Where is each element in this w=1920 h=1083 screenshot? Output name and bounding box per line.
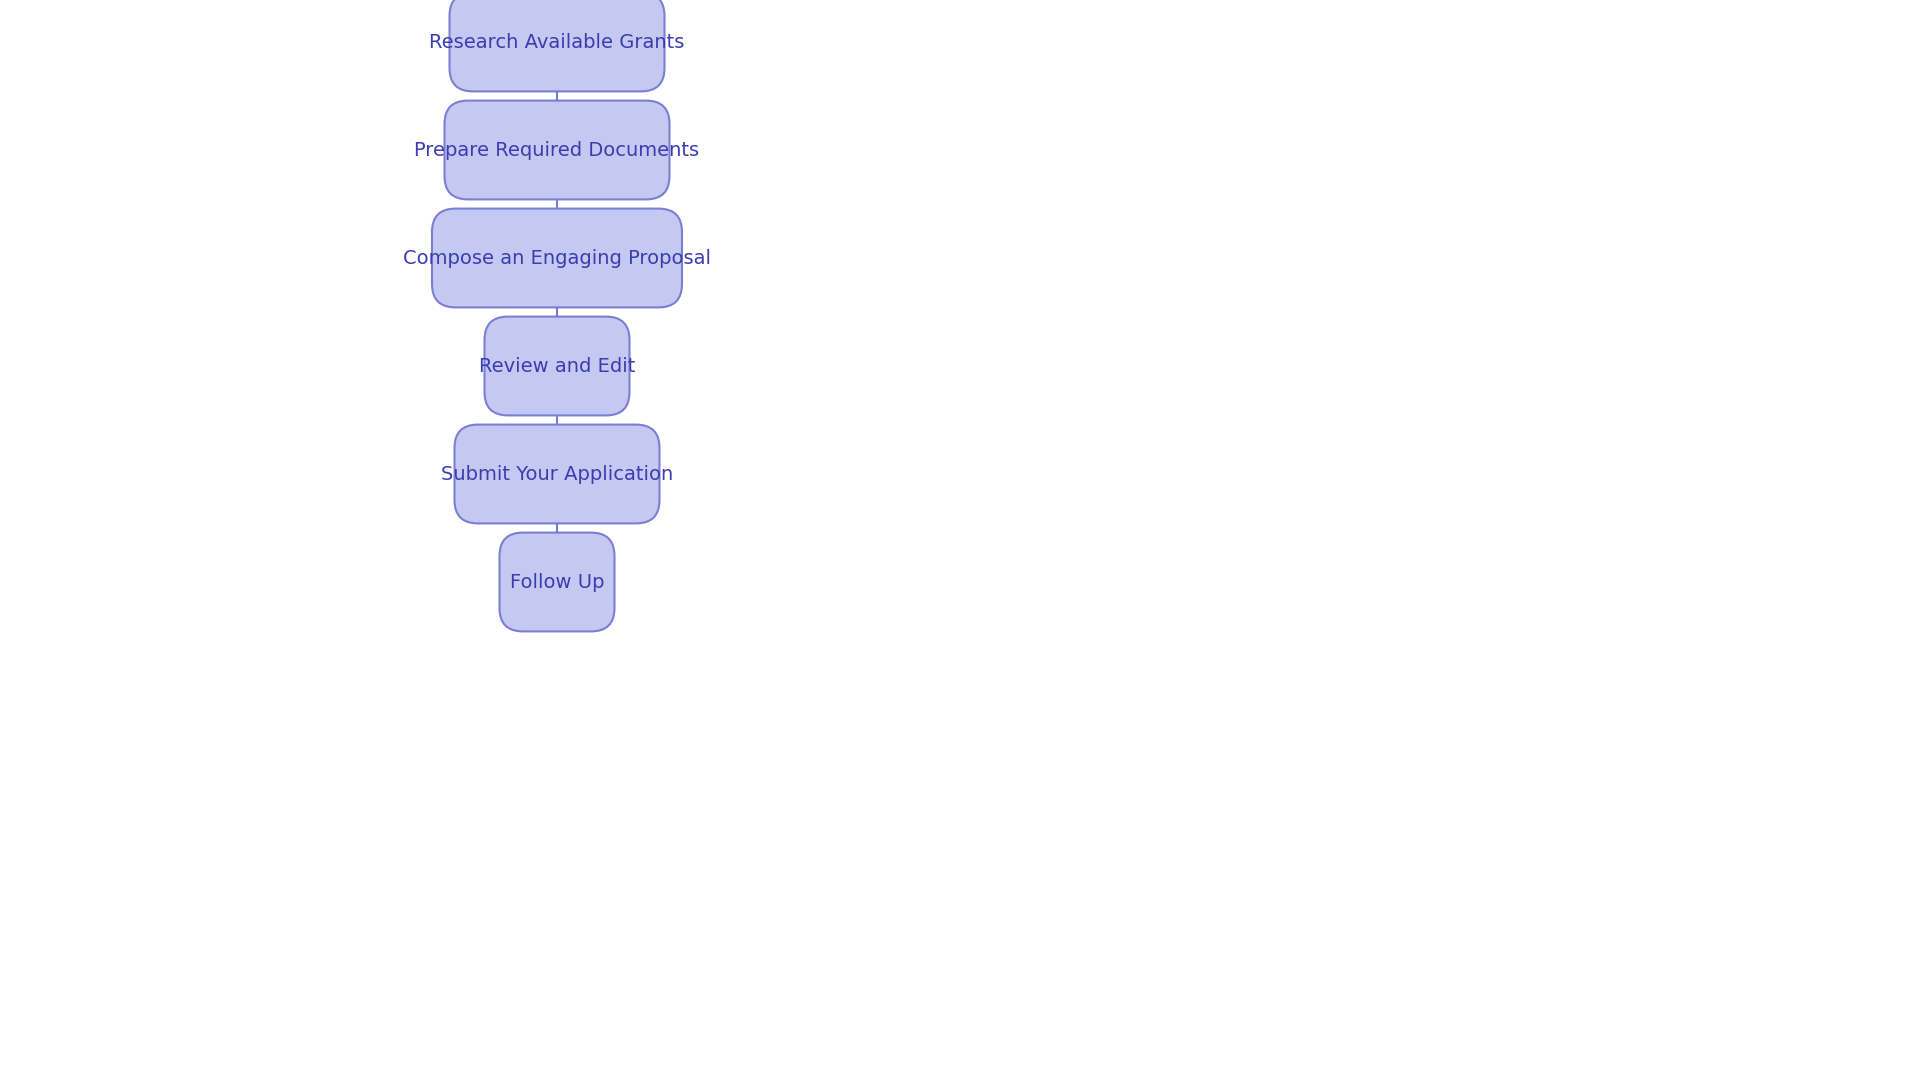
FancyBboxPatch shape (484, 316, 630, 416)
FancyBboxPatch shape (499, 533, 614, 631)
Text: Prepare Required Documents: Prepare Required Documents (415, 141, 699, 159)
FancyBboxPatch shape (432, 209, 682, 308)
Text: Submit Your Application: Submit Your Application (442, 465, 674, 483)
Text: Compose an Engaging Proposal: Compose an Engaging Proposal (403, 248, 710, 268)
Text: Follow Up: Follow Up (509, 573, 605, 591)
FancyBboxPatch shape (455, 425, 659, 523)
Text: Research Available Grants: Research Available Grants (430, 32, 685, 52)
FancyBboxPatch shape (445, 101, 670, 199)
Text: Review and Edit: Review and Edit (478, 356, 636, 376)
FancyBboxPatch shape (449, 0, 664, 91)
